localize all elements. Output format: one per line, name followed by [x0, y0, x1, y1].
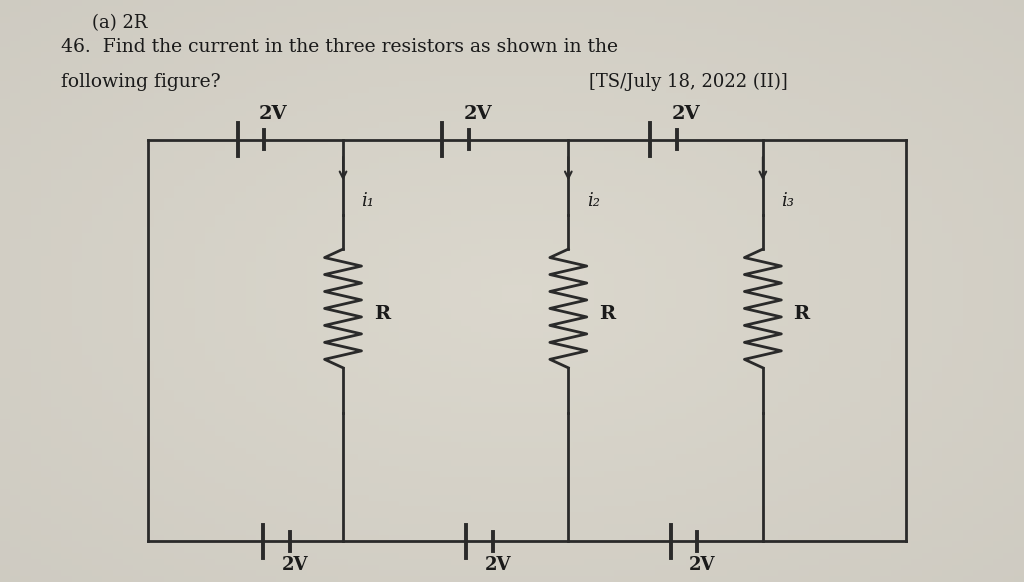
Text: 46.  Find the current in the three resistors as shown in the: 46. Find the current in the three resist… — [61, 38, 618, 56]
Text: 2V: 2V — [672, 105, 700, 123]
Text: R: R — [794, 306, 810, 323]
Text: 2V: 2V — [484, 556, 511, 574]
Text: 2V: 2V — [282, 556, 308, 574]
Text: 2V: 2V — [689, 556, 716, 574]
Text: [TS/July 18, 2022 (II)]: [TS/July 18, 2022 (II)] — [589, 73, 787, 91]
Text: R: R — [599, 306, 615, 323]
Text: i₂: i₂ — [587, 192, 600, 210]
Text: i₃: i₃ — [781, 192, 795, 210]
Text: 2V: 2V — [259, 105, 288, 123]
Text: i₁: i₁ — [361, 192, 375, 210]
Text: 2V: 2V — [464, 105, 493, 123]
Text: (a) 2R: (a) 2R — [92, 15, 147, 33]
Text: R: R — [374, 306, 390, 323]
Text: following figure?: following figure? — [61, 73, 221, 91]
